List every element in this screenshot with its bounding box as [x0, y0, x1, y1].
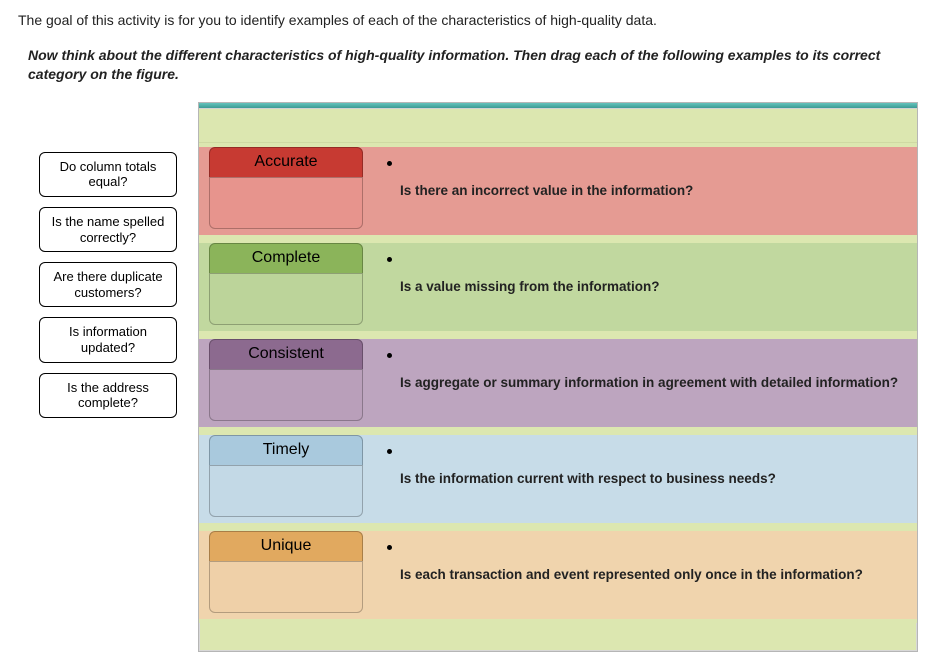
category-row-complete: Complete Is a value missing from the inf… [199, 239, 917, 335]
category-row-accurate: Accurate Is there an incorrect value in … [199, 143, 917, 239]
activity-area: Do column totals equal? Is the name spel… [18, 102, 918, 652]
category-rows: Accurate Is there an incorrect value in … [199, 143, 917, 623]
category-title: Consistent [209, 339, 363, 369]
category-question-text: Is each transaction and event represente… [400, 566, 905, 584]
category-title: Timely [209, 435, 363, 465]
category-drop-zone[interactable] [209, 561, 363, 613]
drag-item[interactable]: Do column totals equal? [39, 152, 177, 197]
category-question-text: Is the information current with respect … [400, 470, 905, 488]
category-row-timely: Timely Is the information current with r… [199, 431, 917, 527]
activity-instructions: Now think about the different characteri… [28, 46, 908, 84]
category-question: Is a value missing from the information? [369, 243, 917, 331]
category-title: Accurate [209, 147, 363, 177]
category-label-cell: Accurate [199, 147, 369, 235]
activity-goal: The goal of this activity is for you to … [18, 12, 918, 28]
category-question: Is there an incorrect value in the infor… [369, 147, 917, 235]
category-label-cell: Timely [199, 435, 369, 523]
category-title: Complete [209, 243, 363, 273]
category-label-cell: Complete [199, 243, 369, 331]
bullet-icon [387, 257, 392, 262]
category-question: Is the information current with respect … [369, 435, 917, 523]
bullet-icon [387, 161, 392, 166]
category-drop-zone[interactable] [209, 177, 363, 229]
category-row-unique: Unique Is each transaction and event rep… [199, 527, 917, 623]
category-drop-zone[interactable] [209, 369, 363, 421]
drag-source-column: Do column totals equal? Is the name spel… [18, 102, 198, 418]
drag-item[interactable]: Is information updated? [39, 317, 177, 362]
category-drop-zone[interactable] [209, 465, 363, 517]
board-spacer [199, 109, 917, 143]
drag-item[interactable]: Is the name spelled correctly? [39, 207, 177, 252]
category-row-consistent: Consistent Is aggregate or summary infor… [199, 335, 917, 431]
category-label-cell: Consistent [199, 339, 369, 427]
category-question-text: Is aggregate or summary information in a… [400, 374, 905, 392]
category-board: Accurate Is there an incorrect value in … [198, 102, 918, 652]
drag-item[interactable]: Is the address complete? [39, 373, 177, 418]
drag-item[interactable]: Are there duplicate customers? [39, 262, 177, 307]
bullet-icon [387, 545, 392, 550]
category-drop-zone[interactable] [209, 273, 363, 325]
category-question-text: Is a value missing from the information? [400, 278, 905, 296]
category-question: Is aggregate or summary information in a… [369, 339, 917, 427]
category-label-cell: Unique [199, 531, 369, 619]
category-question-text: Is there an incorrect value in the infor… [400, 182, 905, 200]
bullet-icon [387, 353, 392, 358]
bullet-icon [387, 449, 392, 454]
category-title: Unique [209, 531, 363, 561]
category-question: Is each transaction and event represente… [369, 531, 917, 619]
